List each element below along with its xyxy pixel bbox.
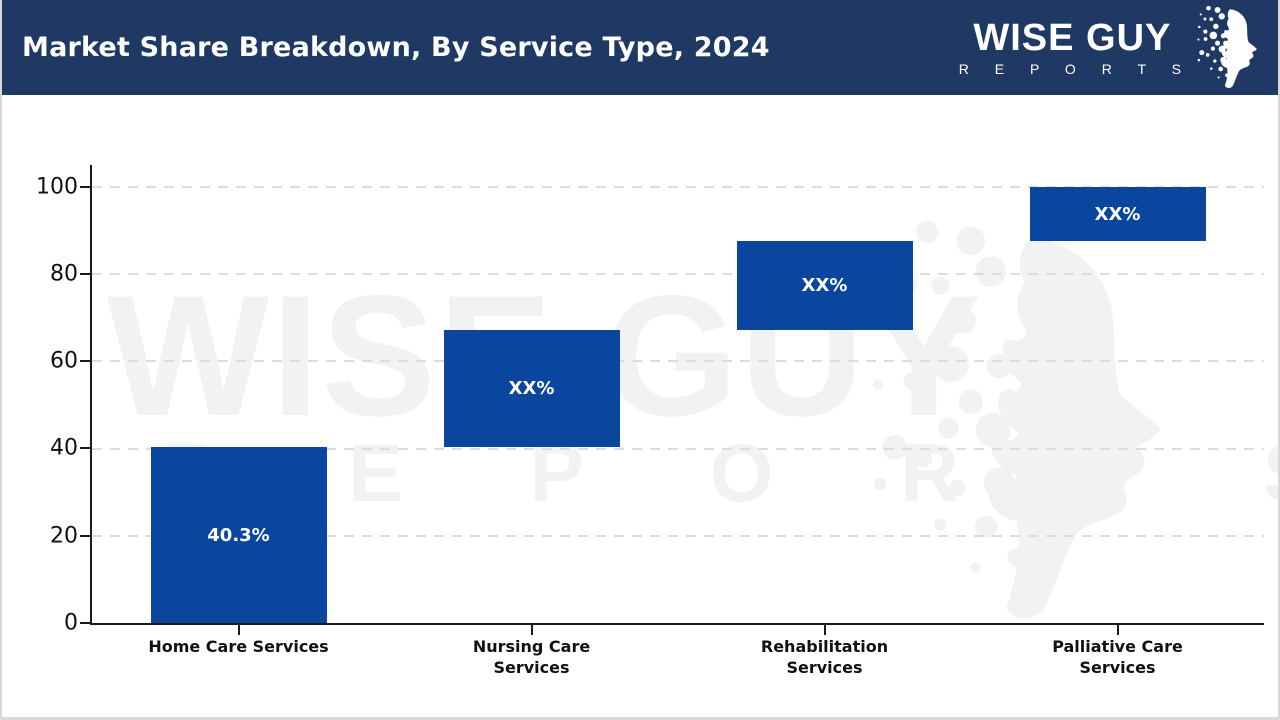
gridline-y-40 (92, 447, 1264, 450)
y-tick-mark (80, 272, 90, 275)
y-tick-label: 60 (50, 348, 78, 374)
y-tick-label: 80 (50, 261, 78, 287)
wiseguy-face-icon (1197, 5, 1257, 88)
y-tick-mark (80, 622, 90, 624)
chart-area: WISE GUY R E P O R T S 0 20 40 60 80 100 40.3%… (2, 95, 1278, 717)
bar: XX% (1029, 186, 1206, 242)
y-tick-mark (80, 447, 90, 450)
y-tick-mark (80, 360, 90, 363)
plot-area: 0 20 40 60 80 100 40.3% Home Care Services XX% Nu… (36, 165, 1264, 677)
bar-value-label: XX% (1094, 203, 1141, 225)
x-tick-mark (530, 625, 533, 635)
bar: 40.3% (150, 447, 327, 623)
gridline-y-100 (92, 185, 1264, 188)
y-tick-label: 0 (64, 610, 78, 636)
header-bar: Market Share Breakdown, By Service Type,… (2, 0, 1278, 95)
x-tick-label: Palliative Care Services (1052, 637, 1183, 677)
watermark-face-icon (873, 220, 1161, 619)
x-tick-label: Home Care Services (148, 637, 329, 656)
y-tick-mark (80, 185, 90, 188)
y-tick-label: 20 (50, 523, 78, 549)
logo-subtitle: R E P O R T S (958, 61, 1192, 77)
gridline-y-60 (92, 360, 1264, 363)
x-tick-mark (237, 625, 240, 635)
bar-value-label: XX% (801, 275, 848, 297)
brand-logo-text: WISE GUY R E P O R T S (953, 19, 1192, 76)
bar-value-label: 40.3% (207, 524, 270, 546)
logo-wordmark: WISE GUY (973, 17, 1172, 59)
gridline-y-80 (92, 272, 1264, 275)
gridline-y-20 (92, 534, 1264, 537)
page-title: Market Share Breakdown, By Service Type,… (22, 32, 770, 63)
bar: XX% (443, 329, 620, 448)
x-tick-mark (1116, 625, 1119, 635)
brand-logo: WISE GUY R E P O R T S (953, 5, 1270, 90)
x-tick-label: Rehabilitation Services (760, 637, 889, 677)
x-tick-mark (823, 625, 826, 635)
y-tick-label: 40 (50, 435, 78, 461)
y-tick-label: 100 (36, 174, 78, 200)
bar: XX% (736, 241, 913, 330)
bar-value-label: XX% (508, 378, 555, 400)
x-tick-label: Nursing Care Services (472, 637, 591, 677)
y-tick-mark (80, 534, 90, 537)
